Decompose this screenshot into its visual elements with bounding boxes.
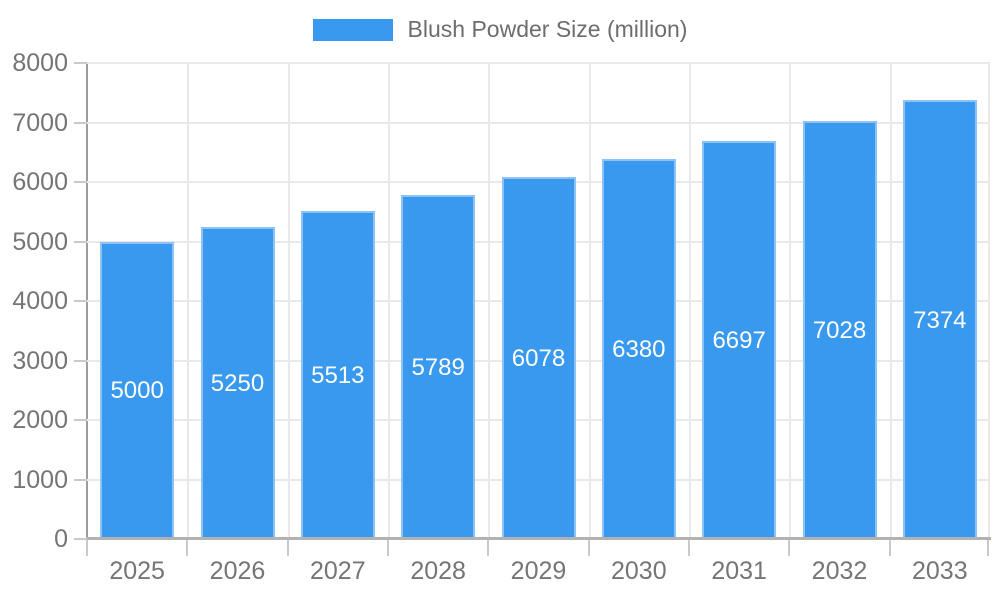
vertical-gridline: [287, 63, 290, 539]
y-axis-tick: [74, 478, 87, 481]
legend-swatch-icon[interactable]: [312, 18, 393, 41]
x-axis-tick: [186, 540, 189, 556]
bar[interactable]: 6078: [501, 177, 576, 539]
y-axis-line: [86, 63, 88, 556]
y-axis-label: 2000: [12, 406, 68, 434]
bar[interactable]: 6380: [601, 159, 676, 539]
bar-value-label: 6380: [612, 336, 666, 364]
x-axis-label: 2028: [410, 557, 466, 585]
y-axis-label: 4000: [12, 287, 68, 315]
vertical-gridline: [488, 63, 491, 539]
bar[interactable]: 5789: [401, 194, 476, 539]
x-axis-label: 2030: [611, 557, 667, 585]
y-axis-label: 6000: [12, 168, 68, 196]
x-axis-label: 2031: [711, 557, 767, 585]
vertical-gridline: [388, 63, 390, 539]
bar-value-label: 5000: [110, 377, 164, 405]
x-axis-label: 2025: [109, 557, 165, 585]
y-axis-tick: [74, 62, 87, 64]
vertical-gridline: [588, 63, 591, 539]
y-axis-label: 7000: [12, 108, 68, 137]
bar-value-label: 6078: [511, 345, 566, 373]
y-axis-tick: [74, 240, 87, 243]
x-axis-tick: [888, 540, 891, 556]
bar-value-label: 5250: [210, 369, 265, 397]
x-axis-tick: [86, 540, 88, 556]
x-axis-label: 2027: [310, 557, 366, 585]
legend: Blush Powder Size (million): [0, 16, 1000, 43]
y-axis-label: 8000: [12, 49, 68, 77]
x-axis-label: 2029: [510, 557, 567, 585]
y-axis-tick: [74, 419, 87, 421]
y-axis-tick: [74, 181, 87, 183]
x-axis-tick: [987, 540, 989, 556]
x-axis-label: 2032: [811, 557, 868, 585]
bar-value-label: 5513: [311, 361, 365, 389]
bar[interactable]: 6697: [702, 140, 777, 539]
bar[interactable]: 5513: [300, 210, 375, 539]
y-axis-tick: [74, 538, 87, 540]
bar[interactable]: 7028: [802, 120, 877, 539]
x-axis-line: [86, 537, 991, 540]
y-axis-label: 3000: [12, 346, 68, 375]
legend-label[interactable]: Blush Powder Size (million): [407, 16, 688, 42]
horizontal-gridline: [87, 62, 990, 64]
x-axis-tick: [286, 540, 289, 556]
x-axis-label: 2033: [912, 557, 968, 585]
vertical-gridline: [789, 63, 792, 539]
y-axis-label: 5000: [12, 227, 68, 256]
bar[interactable]: 5250: [200, 226, 275, 539]
x-axis-tick: [487, 540, 490, 556]
x-axis-label: 2026: [209, 557, 266, 585]
bar-value-label: 6697: [712, 326, 766, 354]
y-axis-tick: [74, 359, 87, 362]
horizontal-gridline: [87, 121, 990, 124]
vertical-gridline: [889, 63, 892, 539]
x-axis-tick: [587, 540, 590, 556]
y-axis-tick: [74, 300, 87, 302]
vertical-gridline: [988, 63, 990, 539]
bar-value-label: 7028: [812, 316, 867, 344]
x-axis-tick: [688, 540, 690, 556]
y-axis-tick: [74, 121, 87, 124]
bar-value-label: 5789: [411, 353, 465, 381]
bar[interactable]: 7374: [902, 100, 977, 539]
bar[interactable]: 5000: [100, 241, 175, 539]
plot-area: 5000 5250 5513 5789 6078 6380 6697 7028 7374: [87, 62, 990, 539]
vertical-gridline: [689, 63, 691, 539]
vertical-gridline: [187, 63, 190, 539]
y-axis-label: 0: [54, 525, 68, 553]
x-axis-tick: [387, 540, 389, 556]
bar-value-label: 7374: [913, 306, 967, 334]
y-axis-label: 1000: [12, 465, 68, 494]
x-axis-tick: [788, 540, 791, 556]
